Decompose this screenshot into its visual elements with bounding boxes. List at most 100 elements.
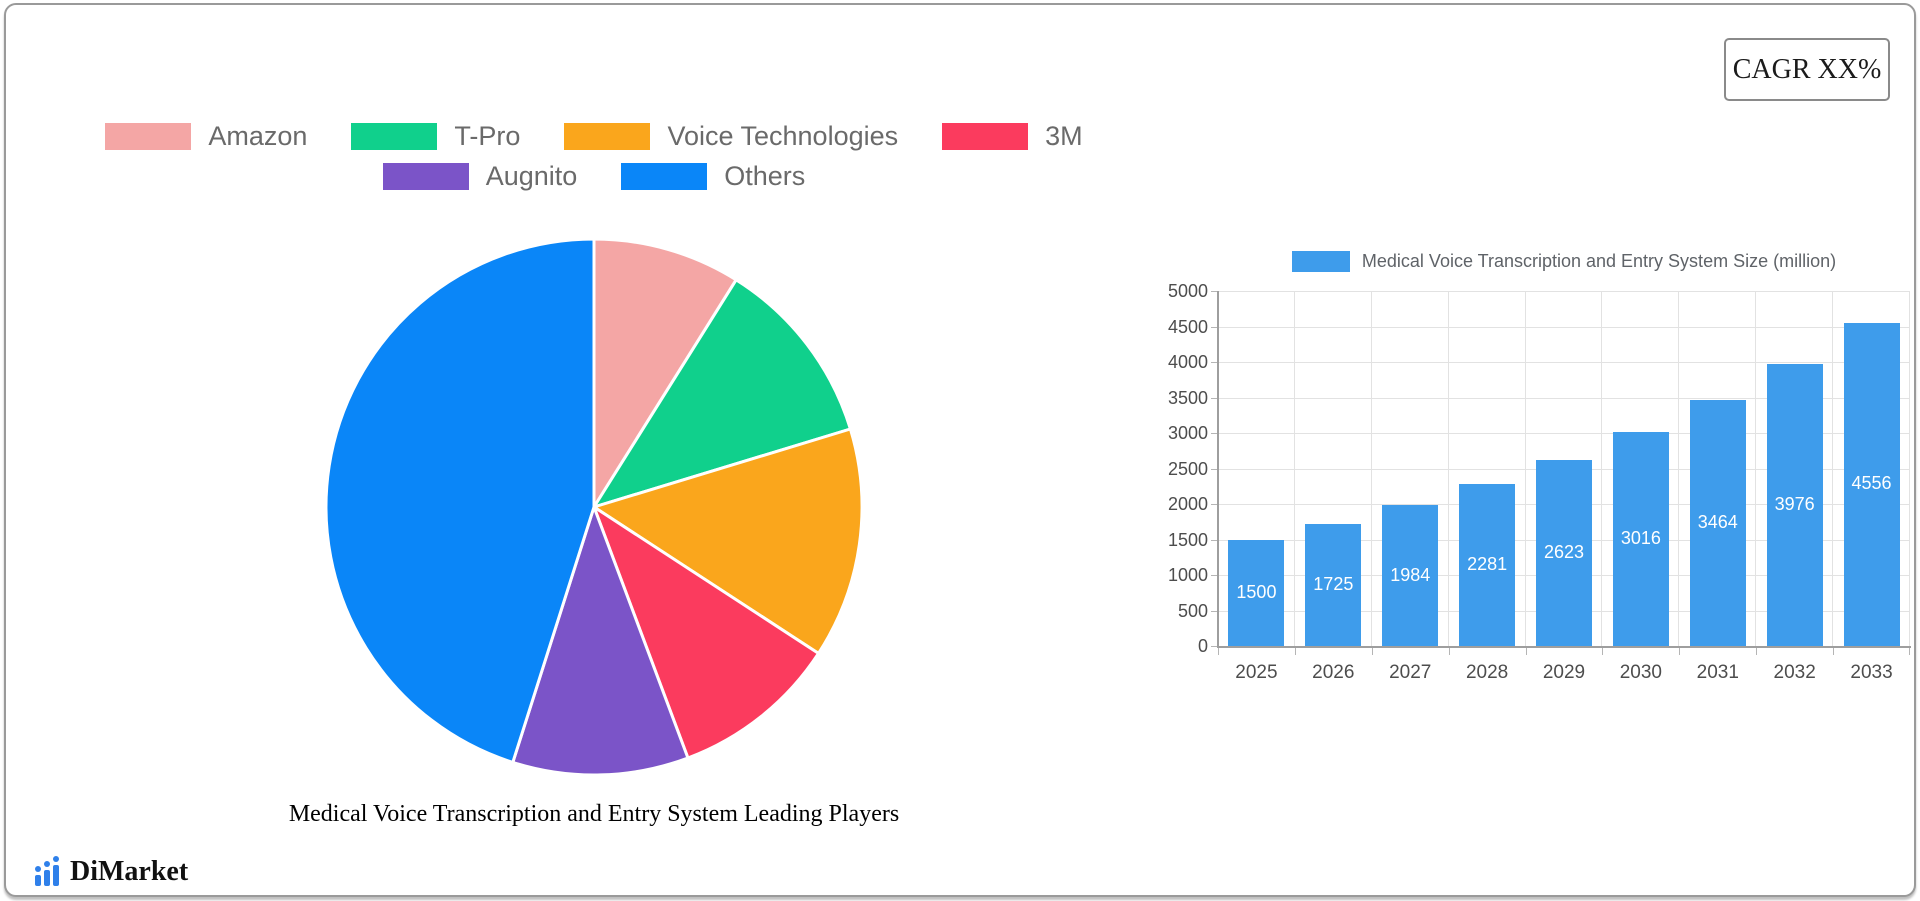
bar-2026 bbox=[1305, 523, 1362, 646]
gridline-horizontal bbox=[1218, 433, 1910, 434]
pie-slice-augnito bbox=[511, 505, 690, 777]
pie-slice-voice-technologies bbox=[592, 427, 864, 655]
brand-name: DiMarket bbox=[70, 856, 189, 887]
y-axis-label: 2000 bbox=[1167, 494, 1208, 514]
x-axis-label: 2027 bbox=[1389, 662, 1432, 683]
pie-chart bbox=[324, 237, 864, 777]
x-axis-label: 2031 bbox=[1696, 662, 1739, 683]
pie-slice-3m bbox=[592, 505, 820, 760]
pie-legend-item: T-Pro bbox=[351, 123, 520, 150]
pie-legend-item: 3M bbox=[942, 123, 1083, 150]
gridline-vertical bbox=[1447, 291, 1449, 646]
y-axis-label: 1000 bbox=[1167, 565, 1208, 585]
gridline-vertical bbox=[1293, 291, 1295, 646]
bar-legend-label: Medical Voice Transcription and Entry Sy… bbox=[1361, 250, 1837, 271]
y-axis-label: 5000 bbox=[1167, 281, 1208, 301]
bar-value-label: 2623 bbox=[1543, 541, 1585, 562]
legend-label: T-Pro bbox=[454, 121, 521, 151]
x-axis-tick bbox=[1371, 648, 1373, 655]
report-card: CAGR XX% Amazon T-Pro Voice Technologies 3M… bbox=[4, 3, 1916, 897]
pie-legend-item: Others bbox=[621, 163, 805, 190]
legend-label: Amazon bbox=[208, 121, 308, 151]
gridline-horizontal bbox=[1218, 362, 1910, 363]
y-axis-tick bbox=[1211, 539, 1218, 541]
y-axis-tick bbox=[1211, 433, 1218, 434]
x-axis-tick bbox=[1218, 648, 1219, 655]
pie-chart-panel: Amazon T-Pro Voice Technologies 3M Augnito Ot… bbox=[84, 123, 1104, 843]
y-axis-tick bbox=[1211, 646, 1218, 647]
x-axis-line bbox=[1217, 646, 1911, 648]
y-axis-label: 2500 bbox=[1167, 458, 1208, 479]
bar-value-label: 2281 bbox=[1467, 554, 1508, 575]
legend-swatch bbox=[105, 123, 192, 150]
bar-value-label: 3016 bbox=[1620, 527, 1661, 548]
legend-label: Voice Technologies bbox=[667, 121, 899, 151]
pie-slice-amazon bbox=[592, 237, 738, 509]
y-axis-line bbox=[1217, 291, 1219, 646]
legend-swatch bbox=[564, 123, 651, 150]
x-axis-label: 2029 bbox=[1542, 662, 1586, 683]
y-axis-label: 4000 bbox=[1167, 352, 1208, 372]
bar-value-label: 3464 bbox=[1697, 512, 1738, 533]
x-axis-label: 2025 bbox=[1235, 662, 1278, 683]
bar-chart-legend: Medical Voice Transcription and Entry Sy… bbox=[1218, 248, 1910, 274]
y-axis-label: 3000 bbox=[1167, 423, 1208, 443]
pie-legend-row: Augnito Others bbox=[382, 161, 805, 191]
x-axis-tick bbox=[1756, 648, 1758, 655]
y-axis-label: 500 bbox=[1177, 600, 1208, 621]
x-axis-tick bbox=[1679, 648, 1681, 655]
gridline-horizontal bbox=[1218, 326, 1910, 328]
pie-title: Medical Voice Transcription and Entry Sy… bbox=[288, 801, 900, 827]
gridline-vertical bbox=[1601, 291, 1603, 646]
gridline-vertical bbox=[1524, 291, 1526, 646]
x-axis-tick bbox=[1602, 648, 1604, 655]
bar-value-label: 3976 bbox=[1774, 493, 1815, 514]
gridline-vertical bbox=[1909, 291, 1910, 646]
gridline-vertical bbox=[1755, 291, 1757, 646]
x-axis-label: 2026 bbox=[1312, 662, 1355, 683]
bar-2032 bbox=[1766, 363, 1823, 646]
bar-value-label: 1984 bbox=[1390, 564, 1431, 585]
bar-2028 bbox=[1459, 484, 1516, 646]
legend-swatch bbox=[621, 163, 708, 190]
bar-2033 bbox=[1843, 322, 1900, 646]
y-axis-tick bbox=[1211, 575, 1218, 576]
y-axis-tick bbox=[1211, 610, 1218, 612]
y-axis-label: 4500 bbox=[1167, 316, 1208, 337]
legend-swatch bbox=[382, 163, 469, 190]
x-axis-tick bbox=[1294, 648, 1296, 655]
bar-value-label: 4556 bbox=[1851, 473, 1892, 494]
legend-label: Others bbox=[724, 161, 806, 191]
pie-legend-item: Amazon bbox=[105, 123, 307, 150]
bar-2031 bbox=[1689, 400, 1746, 646]
legend-swatch bbox=[942, 123, 1029, 150]
brand-logo: DiMarket bbox=[34, 854, 188, 886]
y-axis-tick bbox=[1211, 397, 1218, 399]
pie-legend: Amazon T-Pro Voice Technologies 3M Augnito Ot… bbox=[84, 123, 1104, 190]
cagr-badge: CAGR XX% bbox=[1724, 38, 1890, 101]
x-axis-tick bbox=[1909, 648, 1910, 655]
bar-value-label: 1725 bbox=[1313, 573, 1354, 594]
gridline-vertical bbox=[1678, 291, 1680, 646]
bar-2027 bbox=[1382, 505, 1439, 646]
bar-2030 bbox=[1612, 431, 1669, 646]
y-axis-tick bbox=[1211, 291, 1218, 292]
brand-bars-icon bbox=[35, 856, 59, 886]
bar-2029 bbox=[1536, 459, 1592, 646]
y-axis-tick bbox=[1211, 362, 1218, 363]
y-axis-label: 0 bbox=[1197, 636, 1208, 656]
legend-swatch bbox=[351, 123, 438, 150]
x-axis-label: 2028 bbox=[1465, 662, 1509, 683]
y-axis-tick bbox=[1211, 326, 1218, 328]
bar-legend-swatch bbox=[1291, 250, 1350, 272]
x-axis-tick bbox=[1448, 648, 1450, 655]
legend-label: Augnito bbox=[485, 161, 578, 191]
pie-legend-item: Augnito bbox=[382, 161, 578, 191]
bar-chart-plot: 0 500 1000 1500 2000 2500 3000 3500 4000 4500 5000… bbox=[1168, 281, 1911, 683]
gridline-horizontal bbox=[1218, 291, 1910, 292]
pie-legend-row: Amazon T-Pro Voice Technologies 3M bbox=[105, 121, 1083, 151]
y-axis-tick bbox=[1211, 468, 1218, 470]
y-axis-label: 3500 bbox=[1167, 387, 1208, 408]
gridline-horizontal bbox=[1218, 397, 1910, 399]
x-axis-tick bbox=[1833, 648, 1835, 655]
